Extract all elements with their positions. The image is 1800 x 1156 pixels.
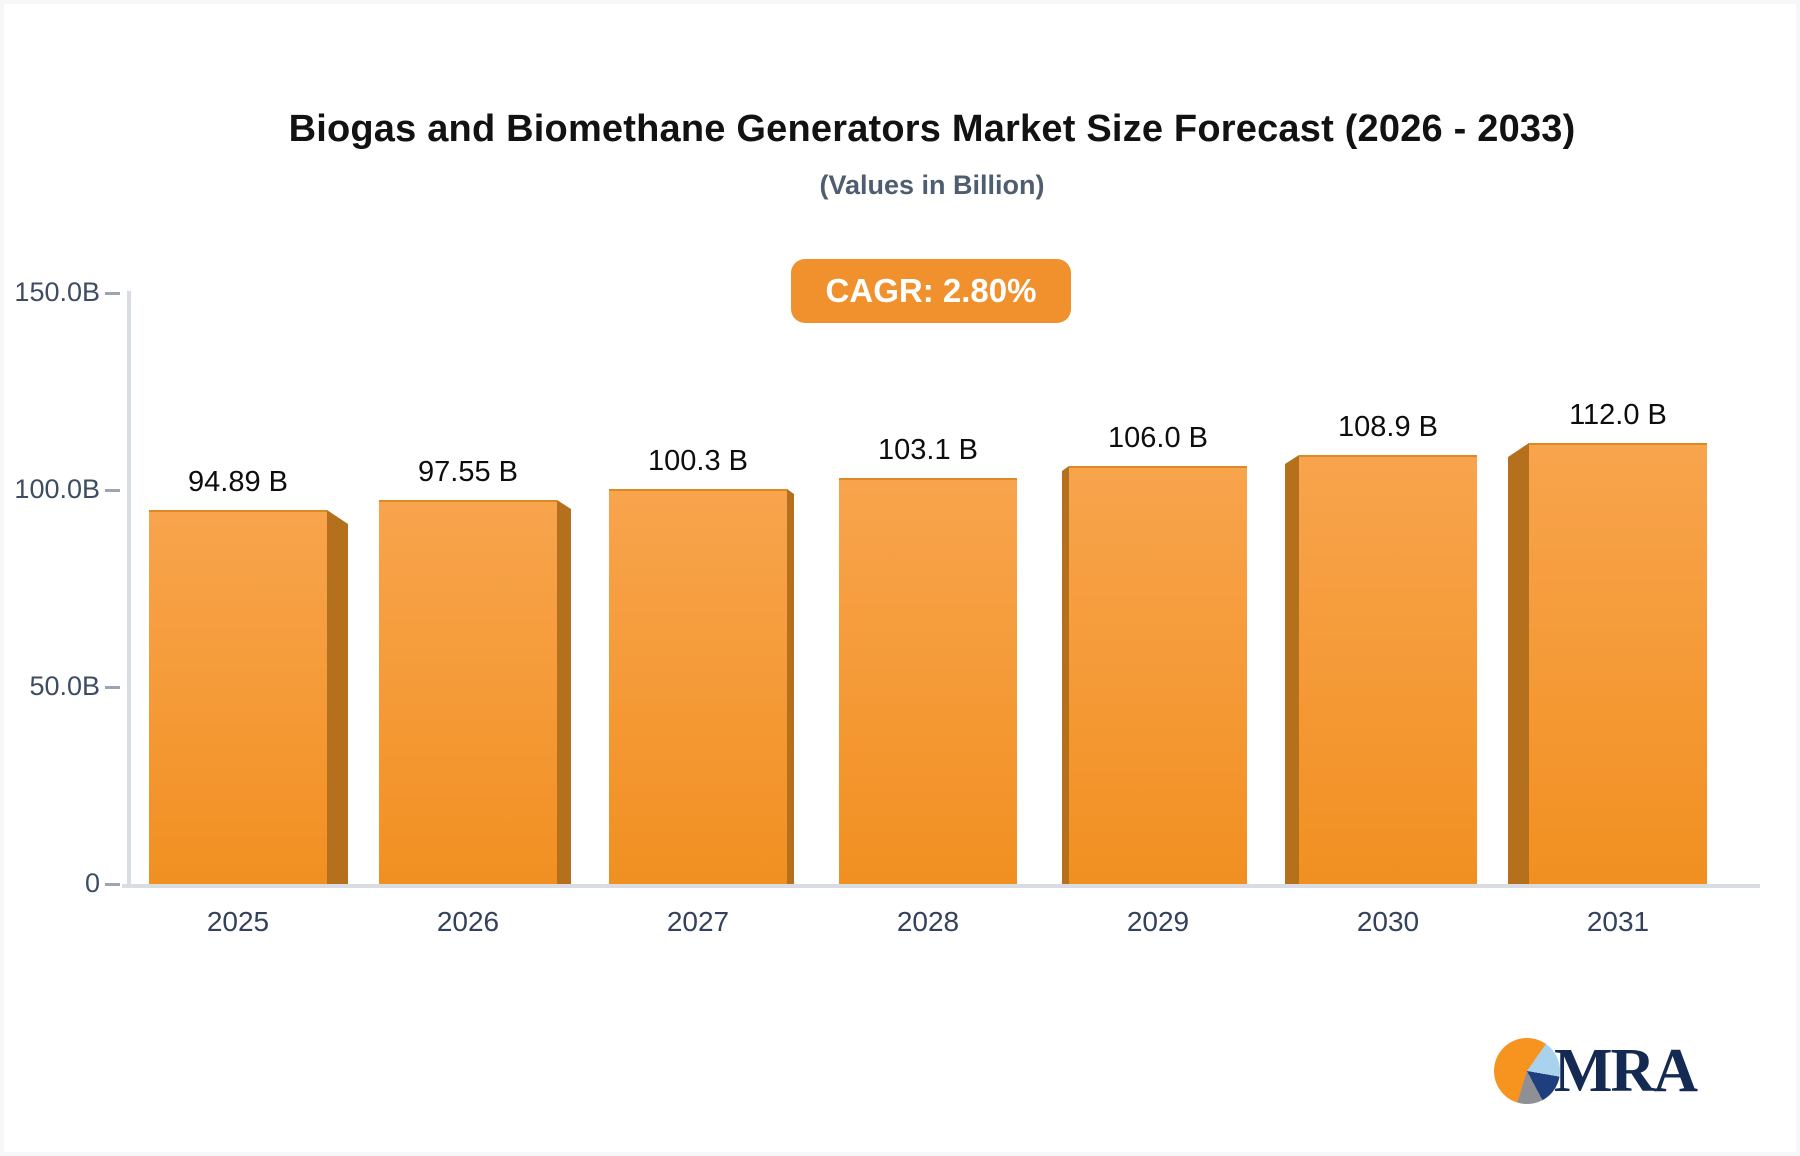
mra-logo: MRA bbox=[1494, 1037, 1698, 1105]
x-axis-category-label: 2031 bbox=[1586, 906, 1650, 937]
bar-value-label: 106.0 B bbox=[1108, 422, 1208, 454]
x-axis-line bbox=[122, 884, 1760, 888]
bar-side-2031 bbox=[1508, 443, 1529, 884]
cagr-badge: CAGR: 2.80% bbox=[791, 259, 1071, 323]
bar-value-label: 112.0 B bbox=[1569, 399, 1667, 431]
y-axis-tick-label: 50.0B bbox=[29, 671, 100, 701]
bar-value-label: 108.9 B bbox=[1338, 411, 1438, 443]
bar-2028 bbox=[839, 478, 1017, 884]
bar-side-2025 bbox=[327, 510, 348, 884]
bar-side-2030 bbox=[1285, 455, 1299, 884]
bar-2029 bbox=[1069, 466, 1247, 884]
y-axis-line bbox=[127, 291, 131, 888]
bar-2027 bbox=[609, 489, 787, 884]
x-axis-category-label: 2029 bbox=[1126, 906, 1190, 937]
bar-side-2027 bbox=[787, 489, 794, 884]
bar-2031 bbox=[1529, 443, 1707, 884]
y-axis-tick-mark bbox=[105, 883, 120, 886]
bar-value-label: 97.55 B bbox=[418, 456, 518, 488]
bar-value-label: 103.1 B bbox=[878, 434, 978, 466]
bar-2026 bbox=[379, 500, 557, 884]
x-axis-category-label: 2030 bbox=[1356, 906, 1420, 937]
x-axis-category-label: 2026 bbox=[436, 906, 500, 937]
y-axis-tick-mark bbox=[105, 489, 120, 492]
bar-2030 bbox=[1299, 455, 1477, 884]
mra-pie-chart-icon bbox=[1494, 1038, 1560, 1104]
chart-title: Biogas and Biomethane Generators Market … bbox=[288, 108, 1576, 150]
bar-2025 bbox=[149, 510, 327, 884]
bar-value-label: 94.89 B bbox=[188, 466, 288, 498]
bar-side-2029 bbox=[1062, 466, 1069, 884]
x-axis-category-label: 2027 bbox=[666, 906, 730, 937]
y-axis-tick-label: 150.0B bbox=[14, 277, 100, 307]
mra-logo-text: MRA bbox=[1554, 1037, 1698, 1105]
y-axis-tick-mark bbox=[105, 292, 120, 295]
bar-side-2026 bbox=[557, 500, 571, 884]
x-axis-category-label: 2028 bbox=[896, 906, 960, 937]
x-axis-category-label: 2025 bbox=[206, 906, 270, 937]
y-axis-tick-label: 100.0B bbox=[14, 474, 100, 504]
chart-subtitle: (Values in Billion) bbox=[819, 170, 1045, 200]
bar-value-label: 100.3 B bbox=[648, 445, 748, 477]
y-axis-tick-mark bbox=[105, 686, 120, 689]
y-axis-tick-label: 0 bbox=[84, 868, 100, 898]
